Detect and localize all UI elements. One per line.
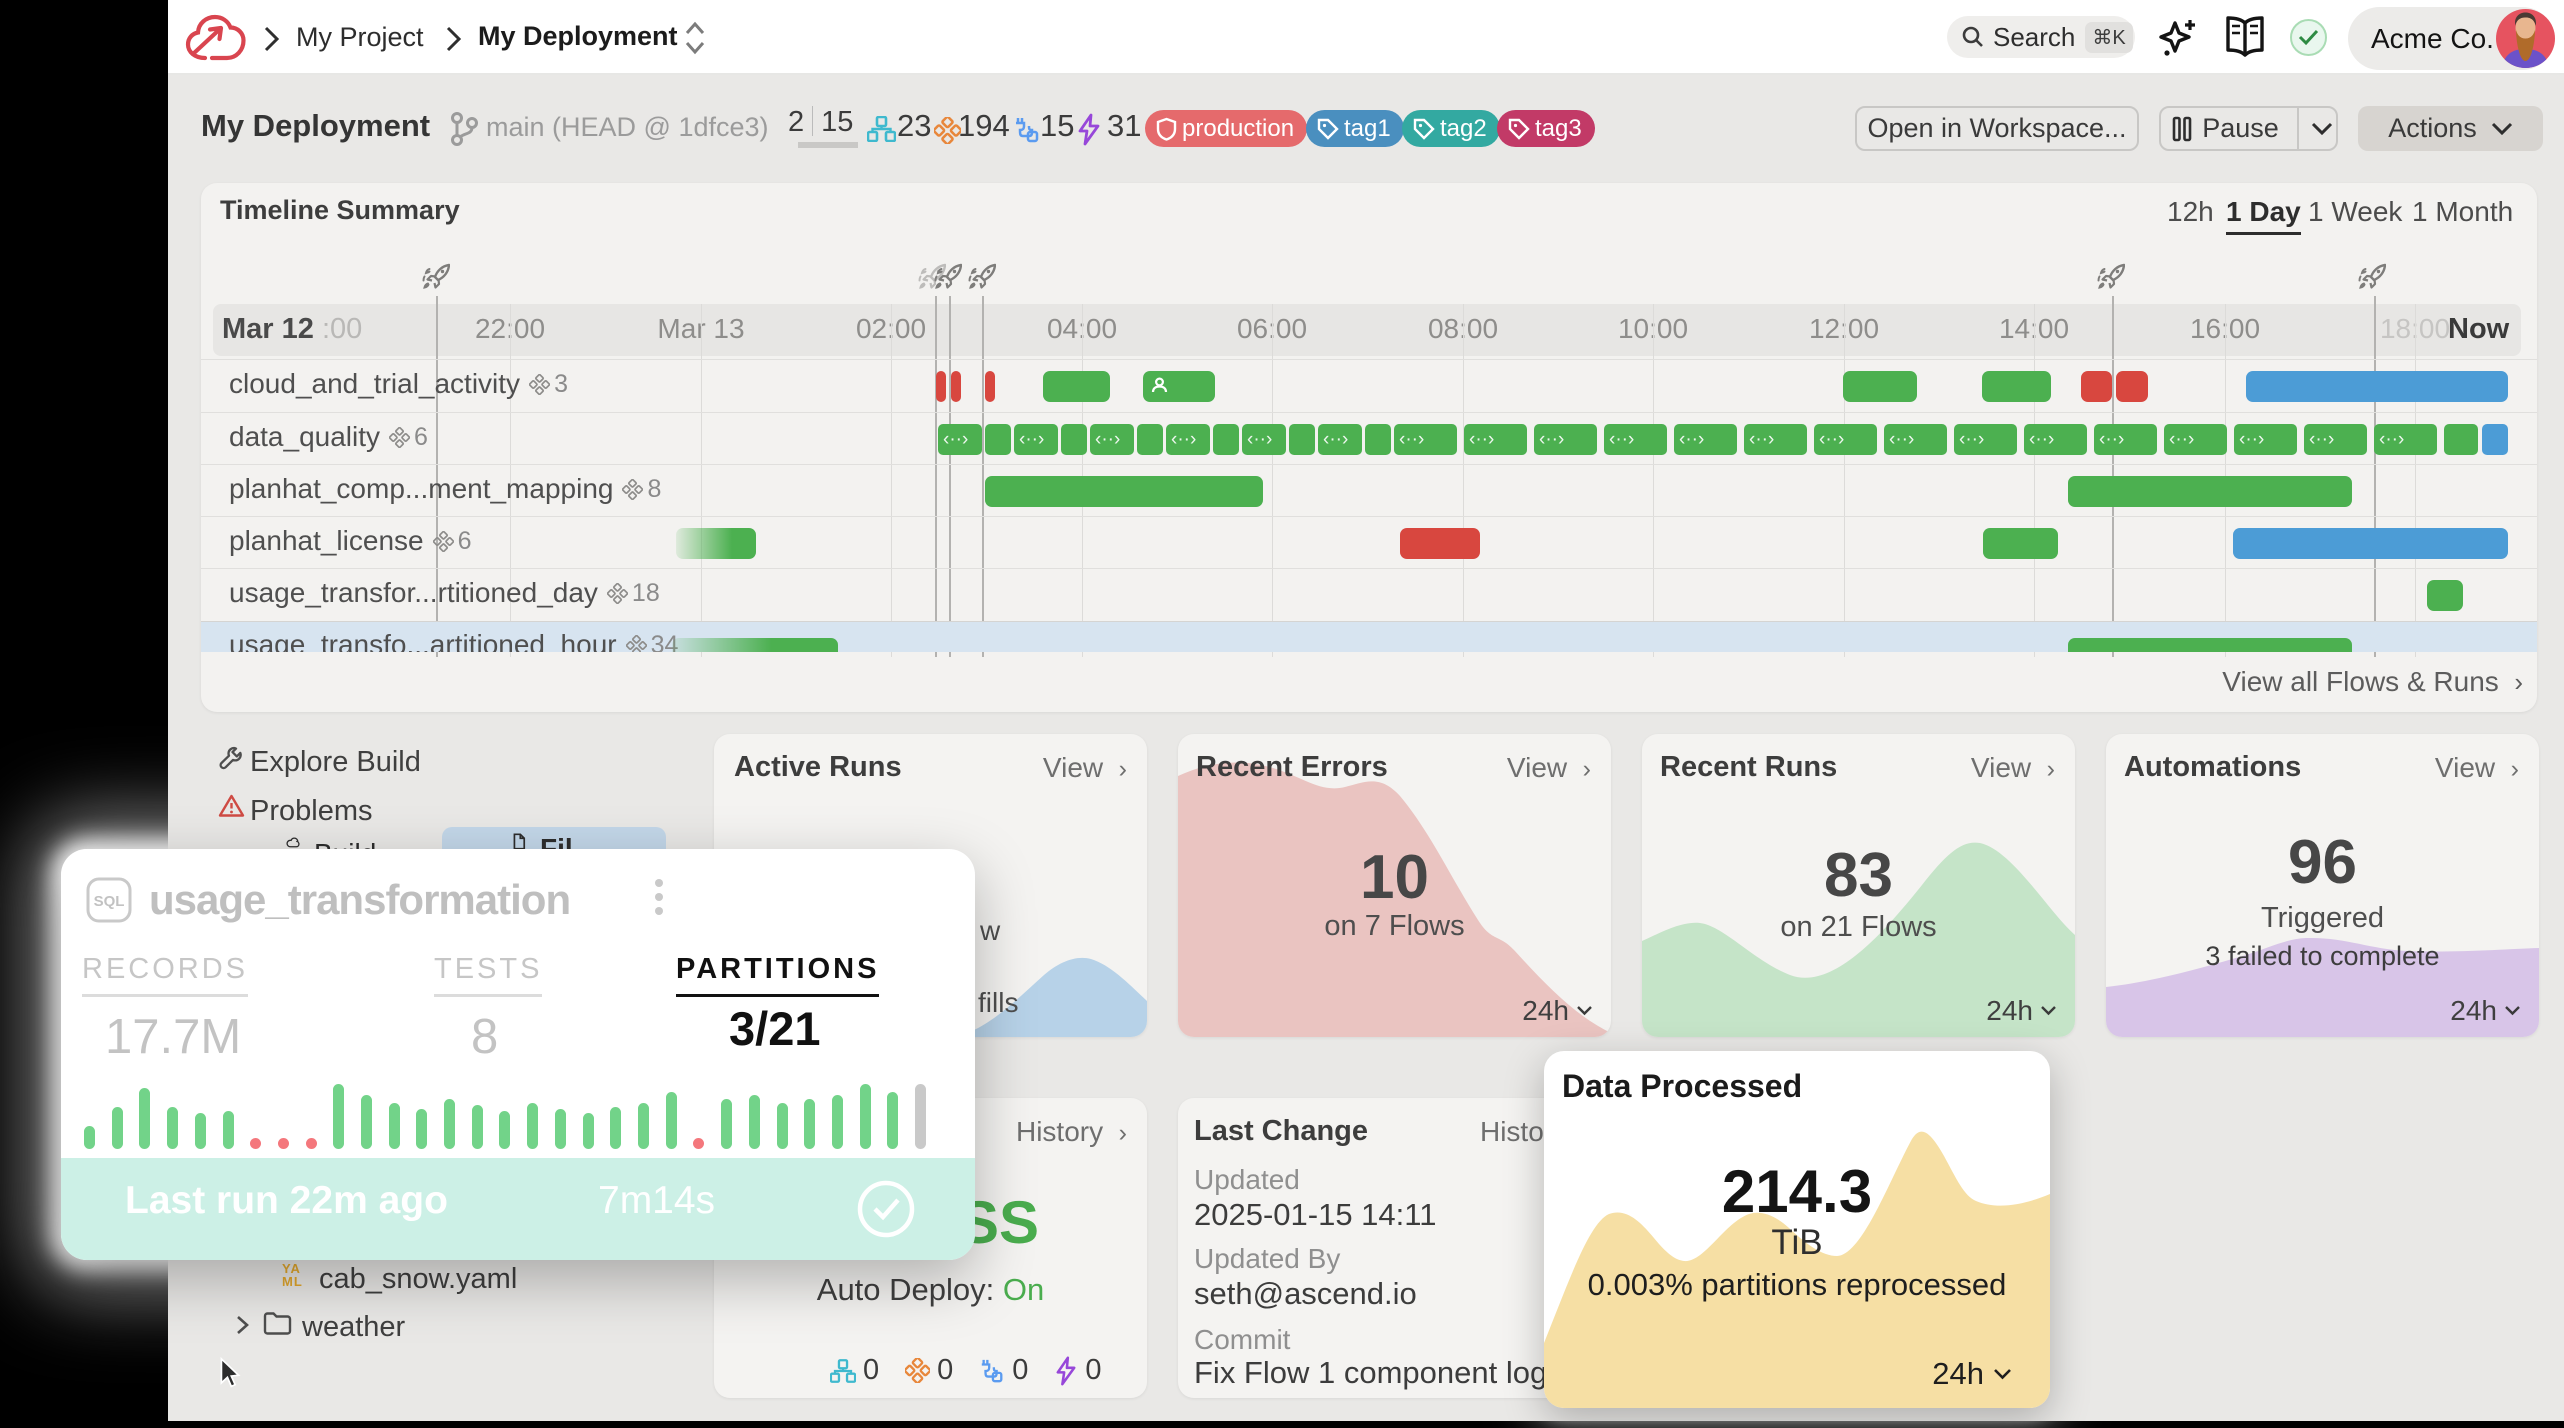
- svg-text:SQL: SQL: [94, 893, 125, 910]
